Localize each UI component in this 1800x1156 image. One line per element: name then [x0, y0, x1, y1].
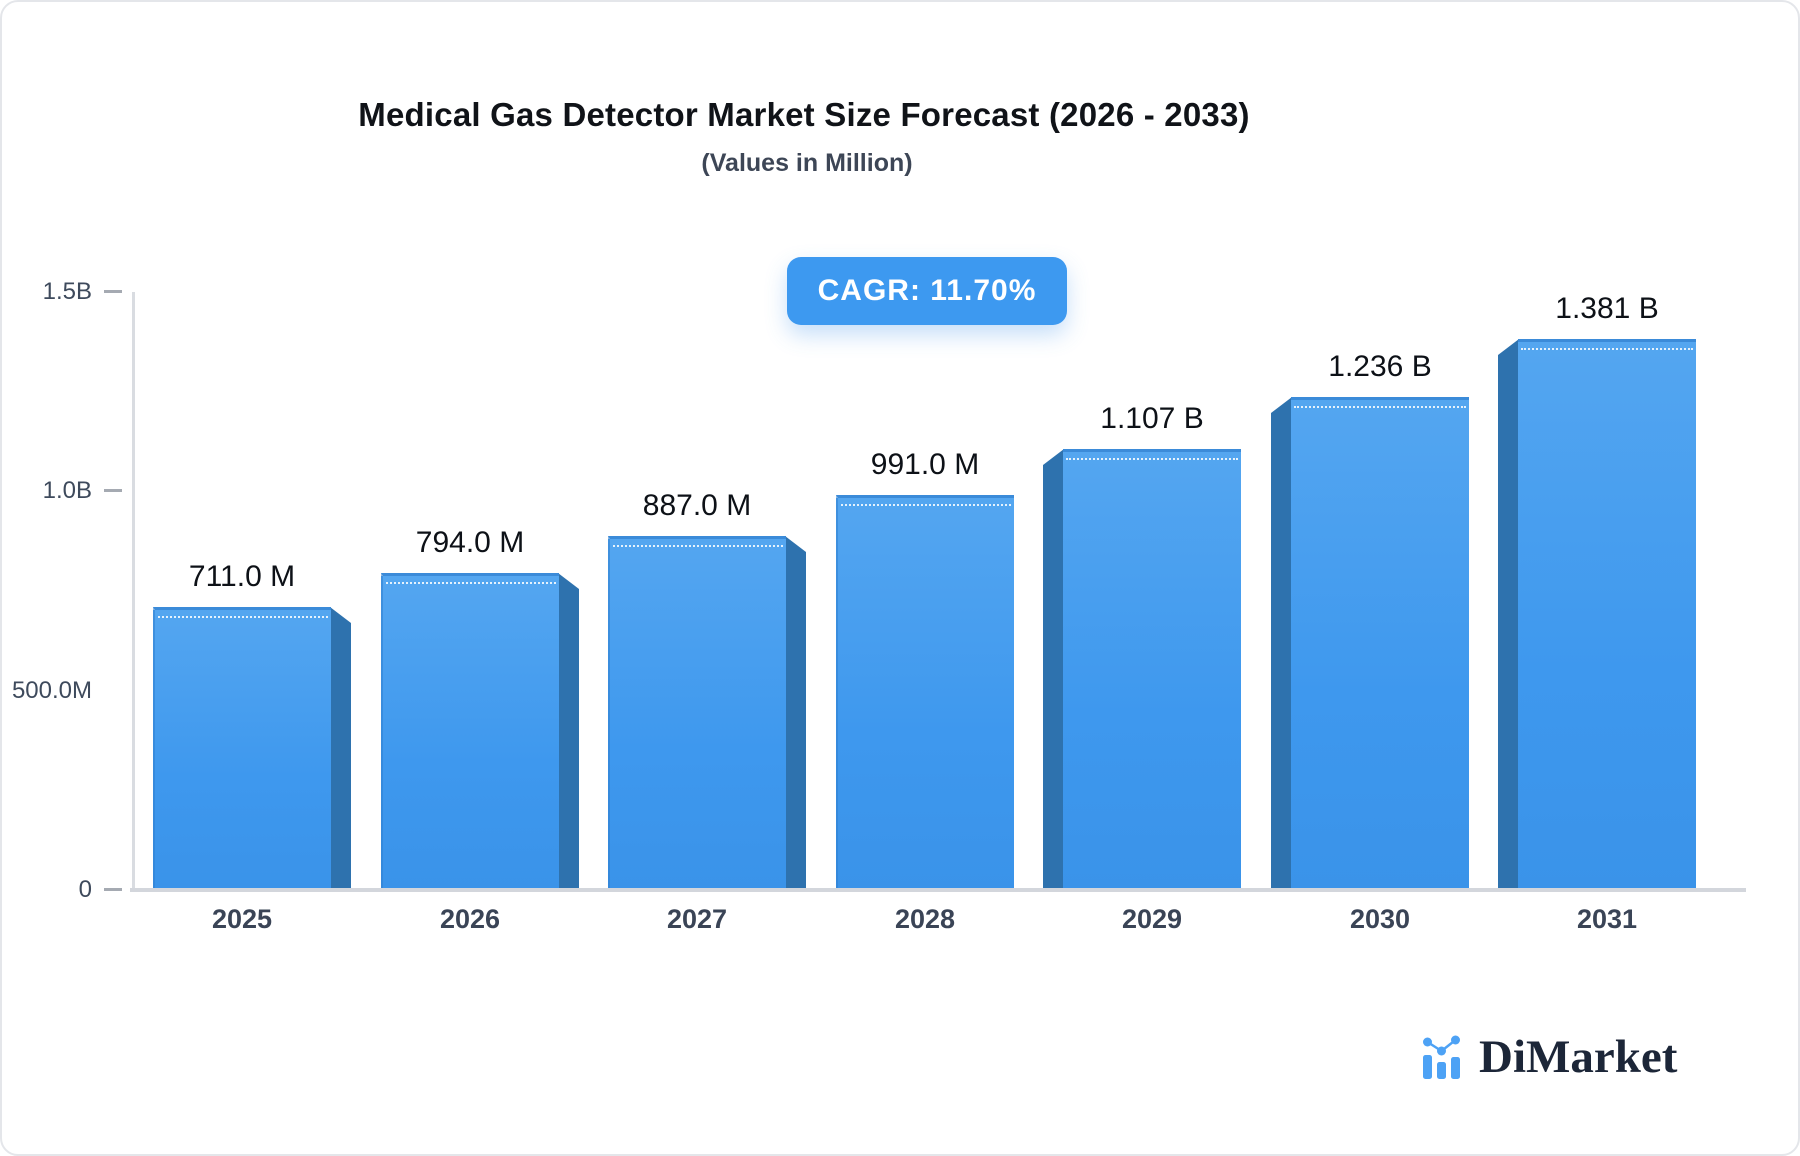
chart-title: Medical Gas Detector Market Size Forecas… — [358, 96, 1250, 133]
bar-value-label: 794.0 M — [415, 526, 525, 559]
x-axis-label: 2026 — [439, 904, 501, 934]
bar-side-3d — [785, 536, 806, 890]
bar-value-label: 887.0 M — [642, 489, 752, 522]
bar-side-3d — [1498, 339, 1519, 890]
bar-top-dotted-line — [386, 582, 556, 584]
bar-top-dotted-line — [841, 504, 1011, 506]
x-axis-label: 2031 — [1576, 904, 1638, 934]
bar-value-label: 991.0 M — [870, 448, 980, 481]
bar-side-3d — [330, 607, 351, 890]
y-axis-label: 1.0B — [42, 477, 92, 505]
x-axis-label: 2030 — [1349, 904, 1411, 934]
bar-side-3d — [1043, 449, 1064, 890]
x-axis-baseline — [130, 888, 1746, 892]
x-axis-label: 2028 — [894, 904, 956, 934]
y-axis-tick — [104, 888, 122, 891]
y-axis-label: 1.5B — [42, 278, 92, 305]
x-axis-label: 2025 — [211, 904, 273, 934]
bar-top-dotted-line — [158, 616, 328, 618]
bar-top-dotted-line — [613, 545, 783, 547]
bar-side-3d — [1271, 397, 1292, 890]
bar-value-label: 711.0 M — [188, 560, 296, 593]
bar-2025 — [153, 607, 331, 890]
y-axis-label: 0 — [78, 876, 92, 903]
bar-top-dotted-line — [1521, 348, 1693, 350]
bar-top-dotted-line — [1294, 406, 1466, 408]
brand-logo[interactable]: DiMarket — [1420, 1033, 1677, 1081]
y-axis-label: 500.0M — [11, 676, 92, 704]
bar-value-label: 1.381 B — [1555, 292, 1659, 325]
logo-text: DiMarket — [1479, 1030, 1678, 1083]
y-axis-tick — [104, 489, 122, 493]
bar-side-3d — [558, 573, 579, 890]
bar-value-label: 1.236 B — [1328, 350, 1432, 383]
bar-2031 — [1518, 339, 1696, 890]
bar-2028 — [836, 495, 1014, 890]
bar-top-dotted-line — [1066, 458, 1238, 460]
logo-chart-icon — [1423, 1035, 1460, 1079]
bar-value-label: 1.107 B — [1100, 402, 1204, 435]
x-axis-label: 2029 — [1121, 904, 1183, 934]
cagr-badge: CAGR: 11.70% — [787, 257, 1067, 325]
bar-2026 — [381, 573, 559, 890]
y-axis-tick — [104, 290, 122, 293]
bar-2029 — [1063, 449, 1241, 890]
y-axis-line — [132, 292, 135, 890]
bar-2027 — [608, 536, 786, 890]
chart-subtitle: (Values in Million) — [701, 149, 913, 177]
x-axis-label: 2027 — [666, 904, 728, 934]
bar-2030 — [1291, 397, 1469, 890]
